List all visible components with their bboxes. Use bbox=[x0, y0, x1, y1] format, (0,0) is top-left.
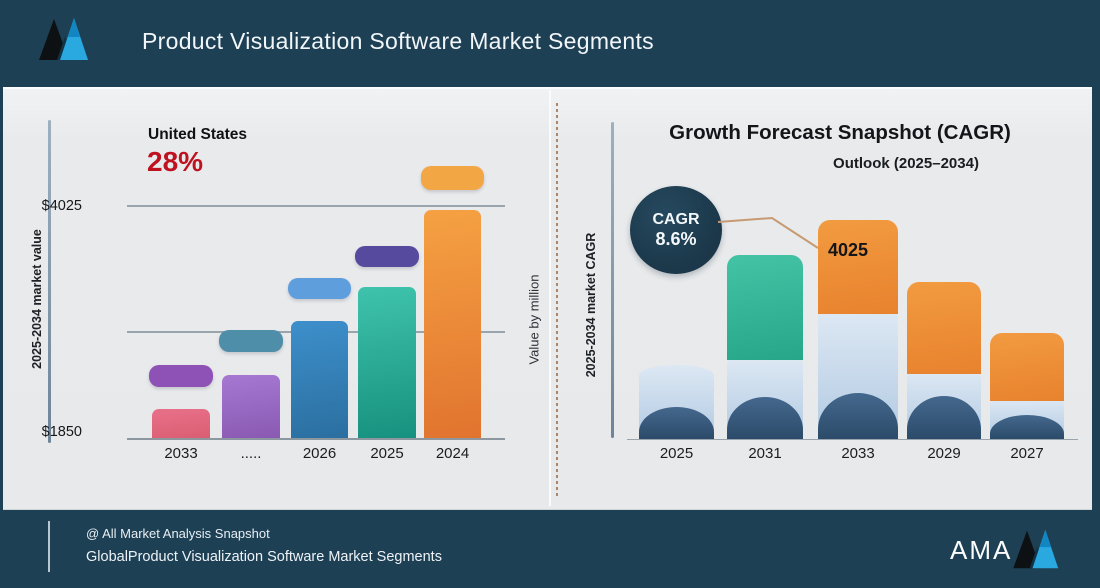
cagr-badge-label: CAGR bbox=[652, 210, 700, 228]
panel-divider-edge bbox=[549, 90, 551, 506]
footer-snapshot-text: @ All Market Analysis Snapshot bbox=[86, 526, 270, 541]
footer-report-title: GlobalProduct Visualization Software Mar… bbox=[86, 549, 442, 565]
left-chart-title: United States bbox=[148, 126, 248, 143]
category-label-2033: 2033 bbox=[164, 445, 198, 462]
left-y-axis-label: 2025-2034 market value bbox=[30, 229, 44, 369]
segment-top-2027 bbox=[990, 333, 1064, 401]
left-baseline bbox=[127, 438, 505, 440]
gridline-4025 bbox=[127, 205, 505, 207]
bar-2025 bbox=[358, 287, 416, 438]
category-label-2025: 2025 bbox=[370, 445, 404, 462]
bar-2033 bbox=[152, 409, 210, 438]
right-baseline bbox=[627, 439, 1078, 440]
right-y-axis-label: 2025-2034 market CAGR bbox=[584, 232, 598, 378]
footer-divider bbox=[48, 521, 50, 572]
segment-navy-2027 bbox=[990, 415, 1064, 439]
bar-cap-2025 bbox=[355, 246, 419, 267]
left-chart-highlight-value: 28% bbox=[147, 146, 204, 177]
bar-2026 bbox=[291, 321, 348, 438]
data-label-4025: 4025 bbox=[828, 240, 869, 260]
bar-cap-2033 bbox=[149, 365, 213, 387]
footer-brand-text: AMA bbox=[950, 535, 1013, 565]
page-title: Product Visualization Software Market Se… bbox=[142, 28, 654, 54]
bar-2024 bbox=[424, 210, 481, 438]
category-label-2027: 2027 bbox=[1010, 445, 1044, 462]
segment-top-2033 bbox=[818, 220, 898, 314]
category-label-2029: 2029 bbox=[927, 445, 961, 462]
segment-top-2029 bbox=[907, 282, 981, 374]
segment-top-2031 bbox=[727, 255, 803, 360]
category-label-.....: ..... bbox=[240, 445, 262, 462]
left-y-axis bbox=[48, 120, 51, 443]
bar-cap-2024 bbox=[421, 166, 484, 190]
category-label-2026: 2026 bbox=[302, 445, 337, 462]
right-y-axis bbox=[611, 122, 614, 438]
bar-..... bbox=[222, 375, 280, 438]
category-label-2031: 2031 bbox=[748, 445, 782, 462]
left-ytick-bottom: $1850 bbox=[41, 424, 82, 440]
cagr-badge-value: 8.6% bbox=[655, 228, 697, 249]
left-ytick-top: $4025 bbox=[41, 198, 82, 214]
category-label-2025: 2025 bbox=[659, 445, 694, 462]
value-by-million-label: Value by million bbox=[526, 274, 542, 365]
category-label-2033: 2033 bbox=[841, 445, 875, 462]
badge-connector-line bbox=[717, 216, 819, 249]
bar-cap-2026 bbox=[288, 278, 351, 299]
right-chart-title: Growth Forecast Snapshot (CAGR) bbox=[669, 121, 1011, 144]
dashed-divider bbox=[556, 103, 558, 497]
cagr-badge: CAGR 8.6% bbox=[630, 186, 722, 274]
category-label-2024: 2024 bbox=[435, 445, 470, 462]
bar-cap-..... bbox=[219, 330, 283, 352]
ama-footer-logo-icon bbox=[1013, 529, 1059, 569]
right-chart-subtitle: Outlook (2025–2034) bbox=[833, 155, 979, 172]
ama-logo-icon bbox=[39, 18, 88, 60]
